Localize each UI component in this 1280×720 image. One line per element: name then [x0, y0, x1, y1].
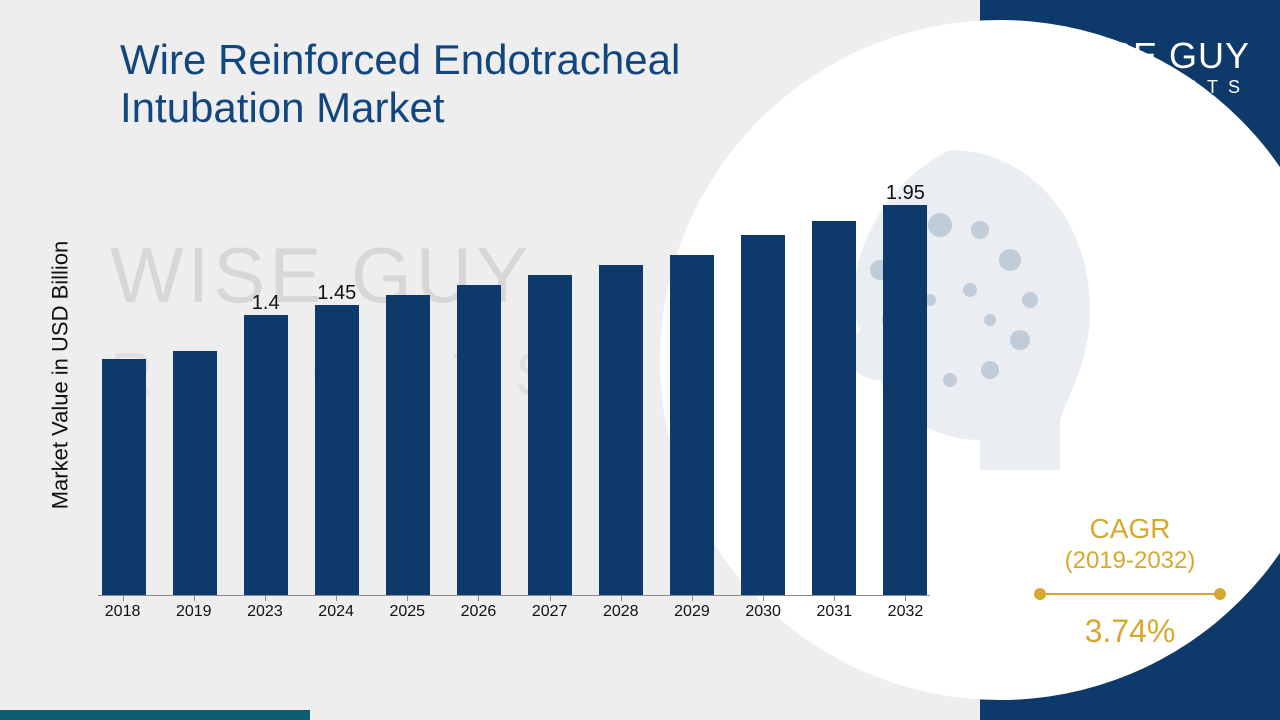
logo-line1: WISE GUY [1062, 38, 1250, 74]
x-axis-line [98, 595, 930, 596]
bar [812, 221, 856, 595]
x-tick-label: 2029 [667, 603, 716, 621]
x-tick-label: 2027 [525, 603, 574, 621]
cagr-period: (2019-2032) [1010, 547, 1250, 575]
bar [315, 305, 359, 595]
x-tick-label: 2018 [98, 603, 147, 621]
cagr-value: 3.74% [1010, 613, 1250, 650]
bar-value-label: 1.45 [317, 282, 356, 305]
x-tick-label: 2026 [454, 603, 503, 621]
bar-slot [525, 275, 574, 595]
bar [528, 275, 572, 595]
x-tick-label: 2019 [169, 603, 218, 621]
bar [670, 255, 714, 595]
bar [457, 285, 501, 595]
y-axis-label-container: Market Value in USD Billion [40, 155, 80, 595]
x-tick-label: 2023 [240, 603, 289, 621]
bar [741, 235, 785, 595]
bar [883, 205, 927, 595]
bar-slot: 1.95 [881, 205, 930, 595]
brand-logo: WISE GUY REPORTS [1062, 38, 1250, 96]
bar-slot [810, 221, 859, 595]
bar-slot: 1.45 [312, 305, 361, 595]
x-tick-label: 2025 [383, 603, 432, 621]
bar-slot [739, 235, 788, 595]
bar-slot [383, 295, 432, 595]
y-axis-label: Market Value in USD Billion [47, 241, 73, 510]
x-tick-label: 2031 [810, 603, 859, 621]
bar [599, 265, 643, 595]
plot-area: 1.4 1.45 1.95 [98, 155, 930, 595]
x-tick-label: 2028 [596, 603, 645, 621]
bar-slot [454, 285, 503, 595]
cagr-separator [1040, 593, 1220, 595]
bar [244, 315, 288, 595]
bar-slot [668, 255, 717, 595]
page-root: WISE GUY REPORTS Wire Reinforced Endotra… [0, 0, 1280, 720]
bar-slot [170, 351, 219, 595]
cagr-title: CAGR [1010, 513, 1250, 545]
bottom-accent-bar [0, 710, 310, 720]
bar-slot [99, 359, 148, 595]
bar [386, 295, 430, 595]
bar-value-label: 1.95 [886, 182, 925, 205]
bar-slot [597, 265, 646, 595]
x-tick-label: 2030 [739, 603, 788, 621]
logo-line2: REPORTS [1062, 78, 1250, 96]
cagr-block: CAGR (2019-2032) 3.74% [1010, 513, 1250, 650]
bar-chart: Market Value in USD Billion 1.41.451.95 … [40, 155, 940, 655]
x-tick-label: 2024 [312, 603, 361, 621]
bar [102, 359, 146, 595]
bar [173, 351, 217, 595]
chart-title: Wire Reinforced Endotracheal Intubation … [120, 36, 820, 133]
x-axis-labels: 2018 2019 2023 2024 2025 2026 2027 2028 2029 2030… [98, 603, 930, 621]
x-tick-label: 2032 [881, 603, 930, 621]
bar-value-label: 1.4 [252, 292, 280, 315]
bar-slot: 1.4 [241, 315, 290, 595]
